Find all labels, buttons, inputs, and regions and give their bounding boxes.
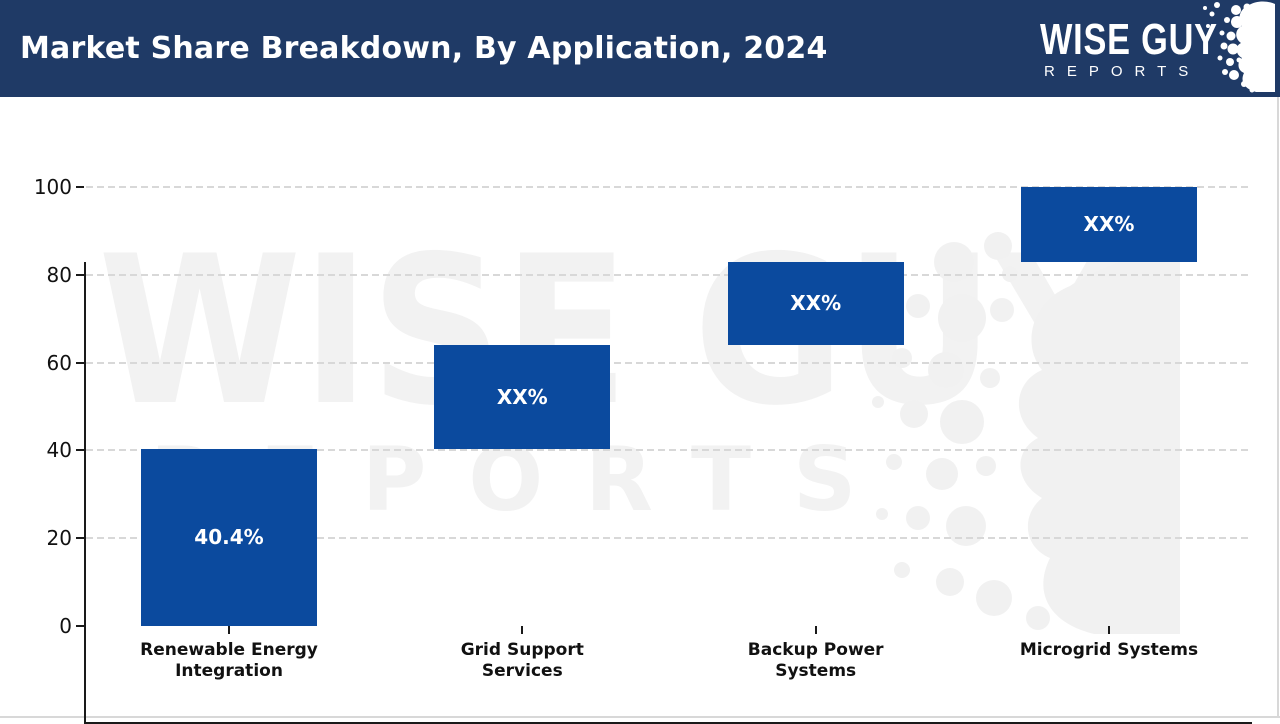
y-tick-label: 40 <box>46 438 72 463</box>
y-axis-spine <box>84 262 86 724</box>
bar-value-label: 40.4% <box>194 525 264 550</box>
y-tick-mark <box>76 625 84 627</box>
chart-area: 40.4% XX% XX% XX% 0 20 40 60 80 100 Renewable Ene… <box>0 97 1280 724</box>
watermark-face-icon <box>872 232 1180 634</box>
x-tick-label: Renewable Energy Integration <box>140 640 318 681</box>
logo-text: WISE GUY <box>1040 15 1218 64</box>
bar-value-label: XX% <box>1083 212 1135 237</box>
y-tick-mark <box>76 273 84 276</box>
bar: XX% <box>727 261 904 346</box>
x-tick-mark <box>521 626 524 634</box>
logo-subtext: REPORTS <box>1044 63 1201 80</box>
gridline <box>86 273 1250 276</box>
header-bar: Market Share Breakdown, By Application, … <box>0 0 1280 97</box>
x-tick-label: Backup Power Systems <box>747 640 884 681</box>
y-tick-label: 0 <box>59 614 72 638</box>
gridline <box>86 537 1250 540</box>
bar: XX% <box>434 345 611 449</box>
y-tick-label: 60 <box>46 350 72 375</box>
y-tick-mark <box>76 449 84 452</box>
y-tick-label: 80 <box>46 262 72 287</box>
face-profile-icon <box>1203 1 1275 93</box>
gridline <box>86 186 1250 188</box>
x-tick-label: Grid Support Services <box>460 640 584 681</box>
bar-value-label: XX% <box>496 384 548 409</box>
x-tick-label: Microgrid Systems <box>1019 640 1199 660</box>
bar: XX% <box>1021 187 1197 262</box>
gridline <box>86 449 1250 452</box>
bar-value-label: XX% <box>790 291 842 316</box>
bar: 40.4% <box>141 448 317 626</box>
y-tick-mark <box>76 186 84 188</box>
y-tick-label: 20 <box>46 526 72 551</box>
gridline <box>86 361 1250 364</box>
y-tick-label: 100 <box>33 175 72 199</box>
x-tick-mark <box>228 626 230 634</box>
x-tick-mark <box>814 626 817 634</box>
footer-divider <box>0 716 1280 718</box>
y-tick-mark <box>76 361 84 364</box>
wise-guy-reports-logo: WISE GUY REPORTS <box>1040 0 1275 97</box>
right-edge-divider <box>1277 97 1279 717</box>
page-title: Market Share Breakdown, By Application, … <box>20 31 828 66</box>
x-tick-mark <box>1108 626 1110 634</box>
y-tick-mark <box>76 537 84 540</box>
